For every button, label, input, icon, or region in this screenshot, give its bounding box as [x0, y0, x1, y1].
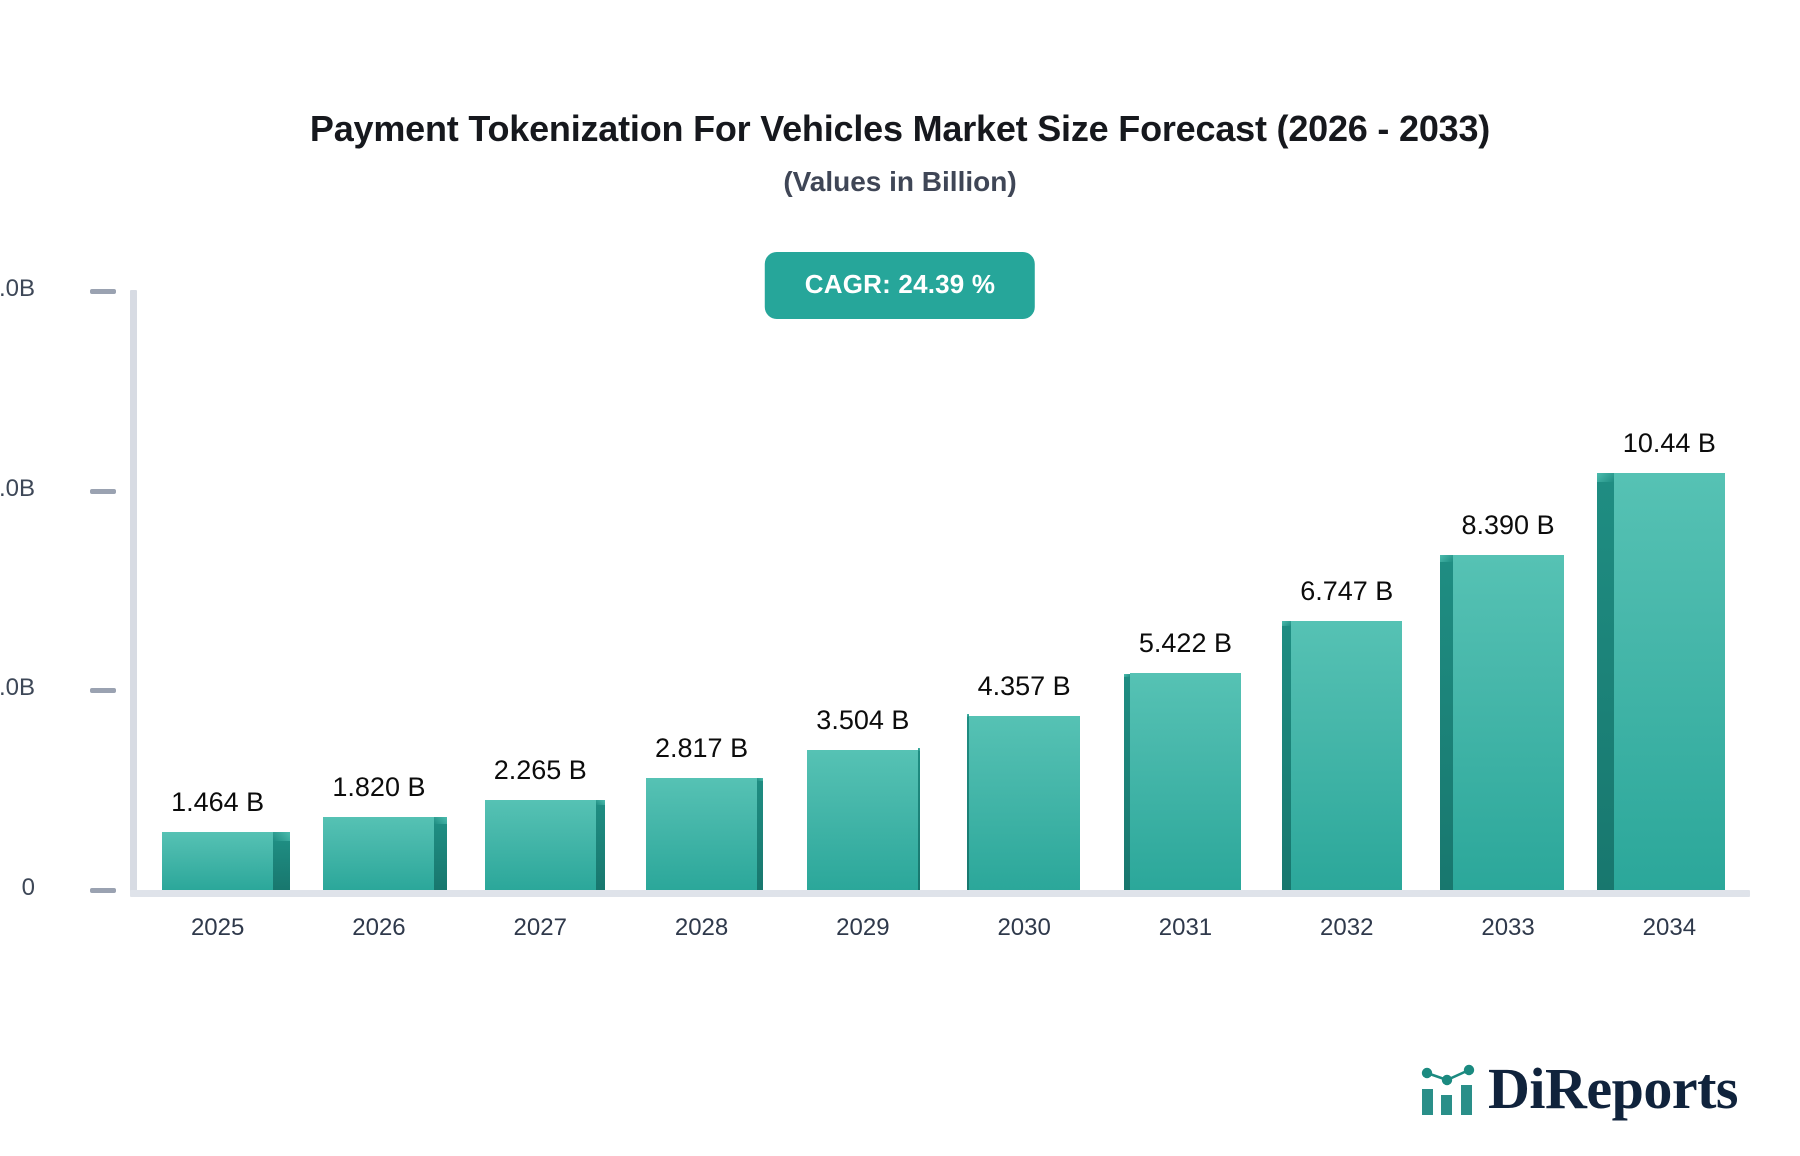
bar-side-face	[757, 780, 764, 890]
bar-front-face[interactable]	[646, 777, 758, 890]
x-tick-label: 2025	[190, 914, 245, 941]
y-tick-mark	[90, 688, 116, 694]
x-tick-label: 2029	[836, 914, 890, 941]
bar-side-face	[273, 840, 291, 890]
bar-top-face	[434, 817, 448, 825]
direports-logo: DiReports	[1420, 1056, 1739, 1121]
bar-chart-icon	[1421, 1064, 1475, 1115]
bar-group[interactable]: 10.44 B 2034	[1596, 290, 1725, 941]
bar-side-face	[595, 804, 605, 890]
bar-front-face[interactable]	[1613, 473, 1725, 890]
bars-layer: 1.464 B 2025 1.820 B 2026 2.265 B 2027 2.817 B…	[137, 290, 1750, 941]
bar-group[interactable]: 4.357 B 2030	[966, 290, 1080, 941]
bar-top-face	[1439, 554, 1453, 563]
chart-subtitle: (Values in Billion)	[783, 166, 1017, 197]
bar-top-face	[595, 799, 605, 805]
bar-value-label: 6.747 B	[1300, 575, 1394, 606]
x-tick-label: 2026	[352, 914, 406, 941]
bar-front-face[interactable]	[1129, 673, 1241, 890]
bar-group[interactable]: 6.747 B 2032	[1282, 290, 1403, 941]
bar-top-face	[1123, 673, 1130, 677]
logo-text: DiReports	[1487, 1056, 1739, 1121]
bar-value-label: 4.357 B	[977, 671, 1071, 702]
x-axis-line	[130, 890, 1750, 897]
bar-side-face	[434, 824, 448, 890]
x-tick-label: 2032	[1320, 914, 1374, 941]
bar-top-face	[273, 831, 291, 841]
bar-group[interactable]: 5.422 B 2031	[1123, 290, 1241, 941]
y-tick-label: 10.0B	[0, 474, 35, 502]
bar-top-face	[757, 777, 764, 781]
bar-side-face	[918, 751, 921, 890]
page-title: Payment Tokenization For Vehicles Market…	[309, 108, 1491, 149]
x-tick-label: 2030	[997, 914, 1051, 941]
plot-area: 0 5.0B 10.0B 15.0B 1.464 B 2025 1.820 B 2026 2.…	[0, 275, 1750, 941]
bar-top-face	[966, 714, 969, 718]
bar-value-label: 1.820 B	[332, 772, 426, 803]
bar-group[interactable]: 2.265 B 2027	[484, 290, 605, 941]
bar-front-face[interactable]	[807, 750, 919, 890]
bar-front-face[interactable]	[968, 716, 1080, 890]
x-tick-label: 2028	[674, 914, 729, 941]
bar-group[interactable]: 3.504 B 2029	[807, 290, 921, 941]
bar-group[interactable]: 2.817 B 2028	[646, 290, 764, 941]
bar-group[interactable]: 1.820 B 2026	[323, 290, 448, 941]
bar-value-label: 3.504 B	[816, 705, 910, 736]
y-tick-label: 15.0B	[0, 275, 35, 302]
bar-front-face[interactable]	[1291, 620, 1403, 890]
bar-top-face	[918, 748, 921, 752]
bar-value-label: 1.464 B	[171, 786, 265, 817]
bar-value-label: 2.265 B	[493, 754, 587, 785]
bar-top-face	[1282, 620, 1292, 626]
bar-front-face[interactable]	[162, 831, 274, 890]
y-axis-line	[130, 290, 137, 894]
y-tick-label: 0	[21, 874, 35, 901]
bar-value-label: 10.44 B	[1622, 428, 1716, 459]
y-tick-mark	[90, 289, 116, 294]
x-tick-label: 2034	[1642, 914, 1697, 941]
bar-group[interactable]: 1.464 B 2025	[162, 290, 291, 941]
bar-side-face	[1123, 676, 1130, 890]
bar-side-face	[1596, 482, 1614, 890]
x-tick-label: 2033	[1481, 914, 1535, 941]
bar-group[interactable]: 8.390 B 2033	[1439, 290, 1564, 941]
y-tick-mark	[90, 488, 116, 494]
x-tick-label: 2031	[1158, 914, 1213, 941]
bar-front-face[interactable]	[484, 799, 596, 890]
bar-side-face	[966, 717, 969, 890]
y-tick-label: 5.0B	[0, 674, 35, 702]
x-tick-label: 2027	[513, 914, 567, 941]
cagr-badge: CAGR: 24.39 %	[764, 252, 1036, 319]
bar-top-face	[1596, 473, 1614, 483]
bar-value-label: 8.390 B	[1461, 509, 1555, 540]
bar-side-face	[1439, 562, 1453, 890]
bar-front-face[interactable]	[323, 817, 435, 890]
bar-front-face[interactable]	[1452, 554, 1564, 890]
bar-value-label: 5.422 B	[1138, 628, 1232, 659]
bar-value-label: 2.817 B	[655, 732, 749, 763]
bar-side-face	[1282, 625, 1292, 890]
y-tick-mark	[90, 888, 116, 893]
